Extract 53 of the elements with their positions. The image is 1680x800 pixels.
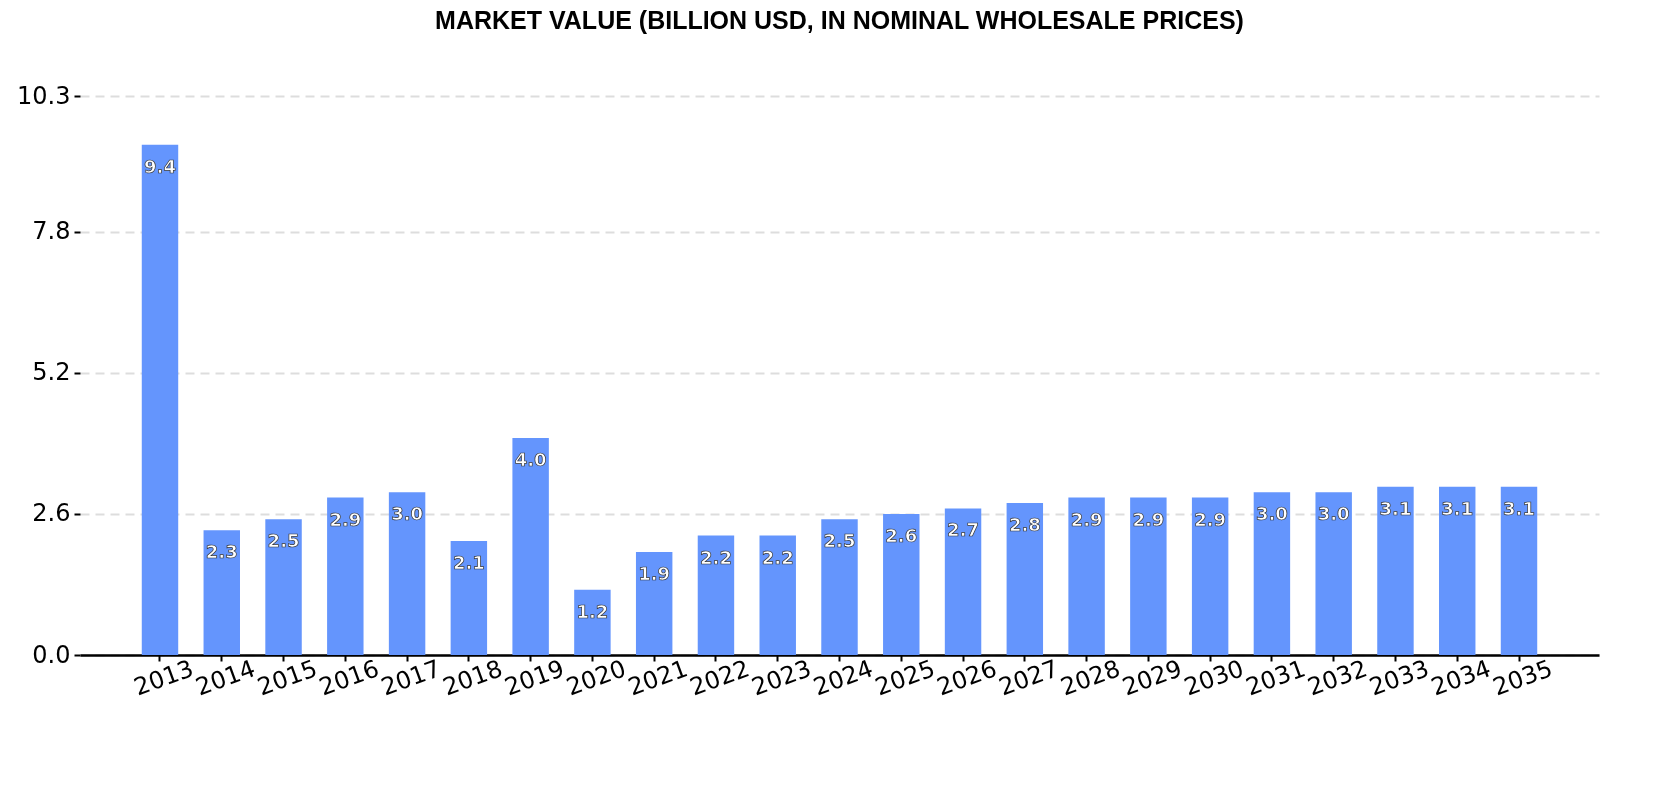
data-label: 3.0 — [1317, 503, 1350, 525]
data-label: 2.2 — [700, 546, 732, 568]
bar — [327, 497, 364, 655]
bar — [1315, 492, 1352, 655]
bar — [1130, 497, 1167, 655]
bar — [203, 530, 240, 655]
bar — [821, 519, 858, 655]
data-label: 1.9 — [638, 562, 671, 584]
data-label: 2.8 — [1008, 514, 1041, 536]
data-label: 2.7 — [947, 519, 979, 541]
bar — [512, 437, 549, 655]
bar — [1006, 503, 1044, 655]
bar — [265, 519, 302, 655]
data-label: 2.5 — [267, 530, 300, 552]
bar — [1377, 486, 1414, 655]
data-label: 2.2 — [761, 546, 794, 568]
data-label: 2.3 — [205, 541, 238, 563]
data-label: 2.9 — [1194, 508, 1227, 530]
x-tick-label: 2035 — [1489, 654, 1557, 702]
chart-title: MARKET VALUE (BILLION USD, IN NOMINAL WHOLESALE PRICES) — [435, 6, 1244, 34]
data-label: 2.9 — [1070, 508, 1103, 530]
data-label: 3.0 — [1255, 503, 1288, 525]
data-label: 2.9 — [1132, 508, 1165, 530]
bar — [450, 541, 488, 655]
data-label: 3.1 — [1379, 497, 1412, 519]
y-tick-label: 10.3 — [17, 81, 71, 110]
bar — [1191, 497, 1229, 655]
data-label: 1.2 — [576, 600, 609, 622]
data-label: 2.6 — [885, 524, 918, 546]
bar — [1500, 486, 1538, 655]
data-label: 3.1 — [1441, 497, 1474, 519]
bar — [1253, 492, 1291, 655]
y-tick-label: 0.0 — [32, 640, 71, 669]
y-tick-label: 5.2 — [32, 358, 71, 387]
bar — [388, 492, 426, 655]
bar — [1439, 486, 1476, 655]
bar — [697, 535, 735, 655]
bar — [944, 508, 982, 655]
bar — [1068, 497, 1105, 655]
y-tick-label: 7.8 — [32, 217, 71, 246]
data-label: 3.1 — [1503, 497, 1535, 519]
data-label: 4.0 — [514, 448, 547, 470]
bar — [574, 589, 611, 655]
data-label: 2.1 — [452, 552, 485, 574]
y-tick-label: 2.6 — [32, 499, 71, 528]
bar — [759, 535, 796, 655]
bar — [141, 144, 179, 655]
bar — [635, 551, 673, 655]
data-label: 9.4 — [144, 155, 176, 177]
data-label: 3.0 — [391, 503, 424, 525]
data-label: 2.9 — [329, 508, 362, 530]
bar — [883, 513, 920, 655]
data-label: 2.5 — [823, 530, 856, 552]
